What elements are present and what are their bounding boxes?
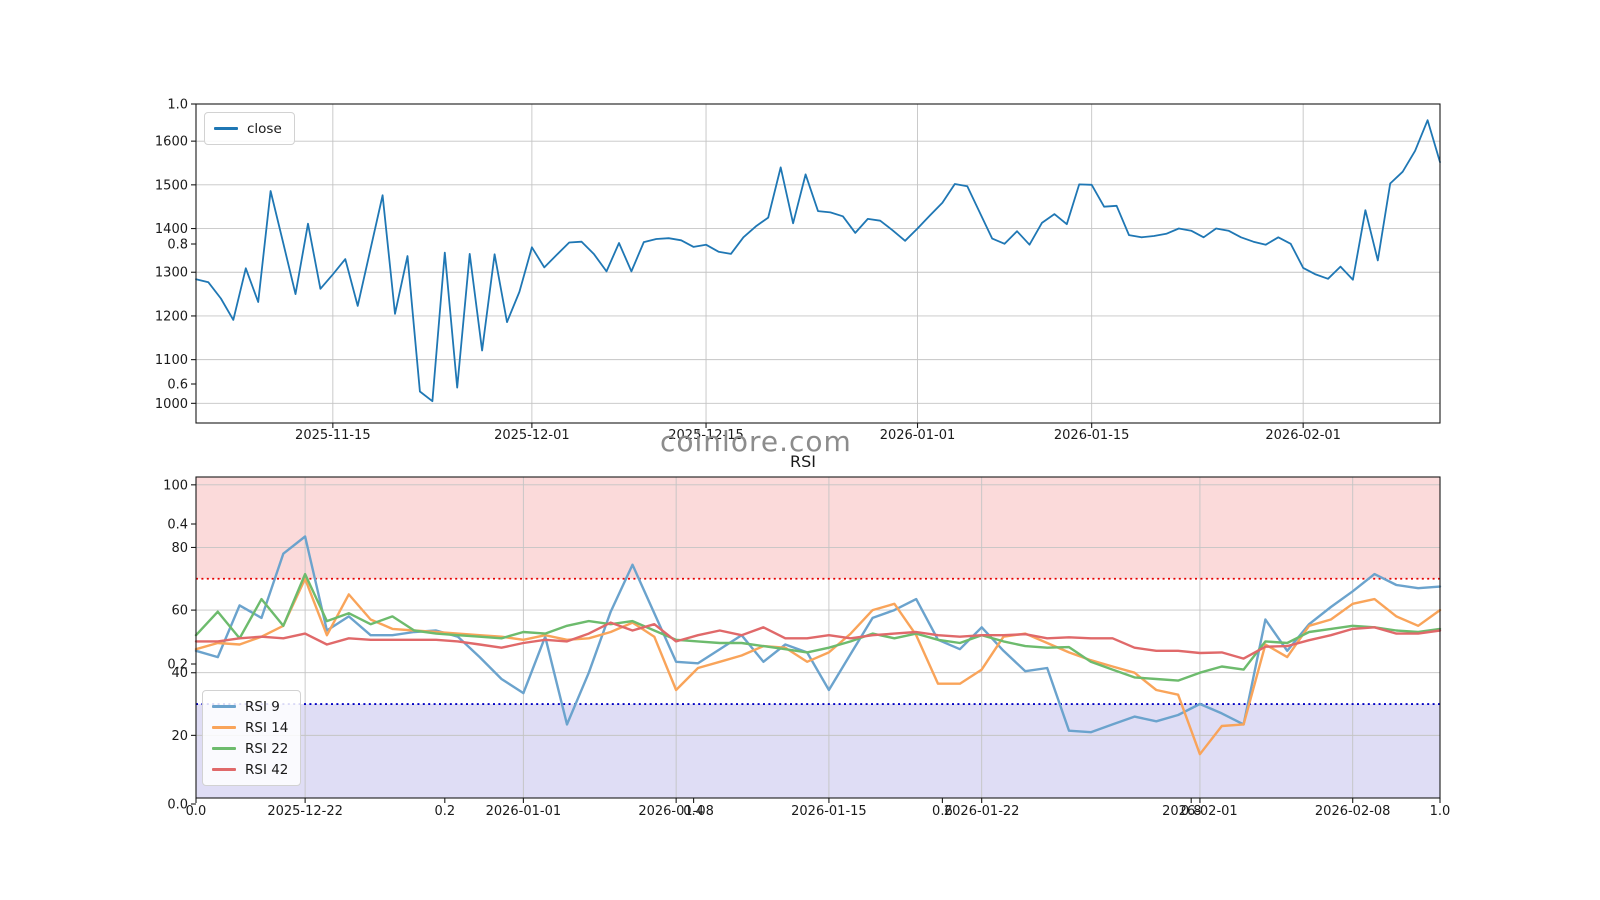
series-line-close: [195, 119, 1441, 403]
rsi9-line-swatch: [212, 705, 236, 708]
legend-label-close: close: [247, 120, 282, 137]
legend-row-close: close: [214, 118, 282, 139]
axes-spines: [195, 476, 1441, 799]
y-tick-label: 60: [171, 604, 188, 619]
legend-row-rsi9: RSI 9: [212, 696, 288, 717]
x-tick-label: 2025-11-15: [295, 428, 371, 443]
overlay-y-tick-label: 1.0: [167, 98, 188, 113]
overlay-y-tick-label: 0.2: [167, 658, 188, 673]
y-tick-label: 20: [171, 729, 188, 744]
y-tick-label: 1000: [155, 397, 188, 412]
overlay-x-tick-label: 0.2: [434, 804, 455, 819]
y-tick-label: 80: [171, 541, 188, 556]
x-tick-label: 2026-01-15: [791, 804, 867, 819]
close-line-swatch: [214, 127, 238, 130]
overlay-y-tick-label: 0.4: [167, 518, 188, 533]
series-line-rsi-9: [194, 535, 1442, 734]
x-tick-label: 2026-01-15: [1054, 428, 1130, 443]
axes-spines: [195, 103, 1441, 424]
x-tick-label: 2026-02-01: [1162, 804, 1238, 819]
rsi42-line-swatch: [212, 768, 236, 771]
series-line-rsi-14: [194, 577, 1442, 756]
overlay-y-tick-label: 0.0: [167, 798, 188, 813]
x-tick-label: 2025-12-15: [668, 428, 744, 443]
y-tick-label: 1400: [155, 222, 188, 237]
legend-label-rsi9: RSI 9: [245, 698, 280, 715]
legend-row-rsi42: RSI 42: [212, 759, 288, 780]
y-tick-label: 1300: [155, 266, 188, 281]
legend-row-rsi14: RSI 14: [212, 717, 288, 738]
rsi-chart-title: RSI: [790, 452, 816, 471]
rsi-legend: RSI 9 RSI 14 RSI 22 RSI 42: [202, 690, 302, 786]
x-tick-label: 2026-01-01: [880, 428, 956, 443]
y-tick-label: 1200: [155, 309, 188, 324]
rsi14-line-swatch: [212, 726, 236, 729]
x-tick-label: 2026-01-01: [486, 804, 562, 819]
legend-row-rsi22: RSI 22: [212, 738, 288, 759]
rsi-band: [196, 477, 1440, 579]
legend-label-rsi14: RSI 14: [245, 719, 289, 736]
overlay-y-tick-label: 0.8: [167, 238, 188, 253]
price-legend: close: [204, 112, 295, 145]
x-tick-label: 2026-02-08: [1315, 804, 1391, 819]
overlay-x-tick-label: 0.8: [1181, 804, 1202, 819]
y-tick-label: 1500: [155, 178, 188, 193]
series-line-rsi-42: [194, 621, 1442, 660]
x-tick-label: 2026-02-01: [1265, 428, 1341, 443]
y-tick-label: 1100: [155, 353, 188, 368]
overlay-x-tick-label: 1.0: [1430, 804, 1451, 819]
overlay-x-tick-label: 0.0: [186, 804, 207, 819]
series-line-rsi-22: [194, 572, 1442, 682]
x-tick-label: 2025-12-22: [267, 804, 343, 819]
y-tick-label: 40: [171, 666, 188, 681]
rsi22-line-swatch: [212, 747, 236, 750]
legend-label-rsi42: RSI 42: [245, 761, 289, 778]
y-tick-label: 1600: [155, 135, 188, 150]
x-tick-label: 2026-01-22: [944, 804, 1020, 819]
watermark-text: coinlore.com: [660, 425, 852, 458]
overlay-x-tick-label: 0.4: [683, 804, 704, 819]
y-tick-label: 100: [163, 478, 188, 493]
legend-label-rsi22: RSI 22: [245, 740, 289, 757]
x-tick-label: 2025-12-01: [494, 428, 570, 443]
overlay-x-tick-label: 0.6: [932, 804, 953, 819]
overlay-y-tick-label: 0.6: [167, 378, 188, 393]
x-tick-label: 2026-01-08: [638, 804, 714, 819]
rsi-band: [196, 704, 1440, 798]
